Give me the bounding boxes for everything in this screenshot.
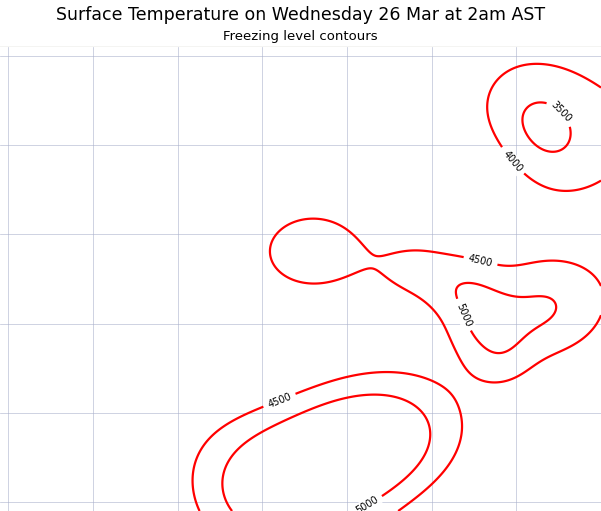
Text: 4500: 4500 [468, 253, 493, 269]
Text: Freezing level contours: Freezing level contours [223, 30, 378, 43]
Text: 5000: 5000 [454, 301, 473, 328]
Text: 5000: 5000 [354, 495, 380, 511]
Text: 4500: 4500 [266, 391, 293, 409]
Text: 4000: 4000 [501, 148, 524, 174]
Text: 3500: 3500 [549, 100, 573, 124]
Text: Surface Temperature on Wednesday 26 Mar at 2am AST: Surface Temperature on Wednesday 26 Mar … [56, 6, 545, 24]
